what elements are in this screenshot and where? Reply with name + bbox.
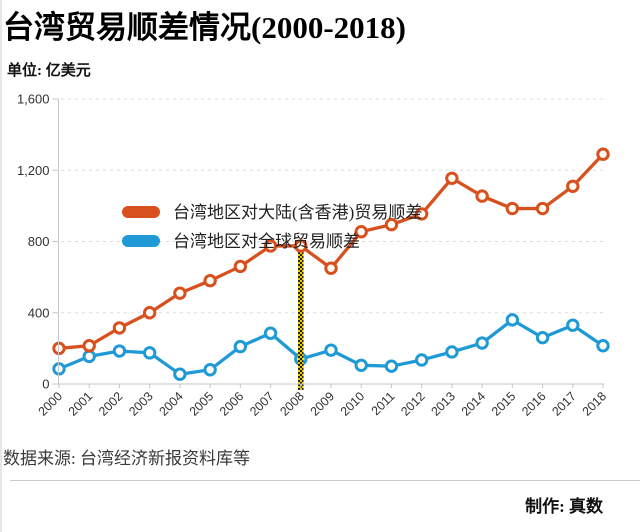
data-point-global: [173, 367, 187, 381]
data-point-mainland: [324, 261, 338, 275]
data-point-global: [354, 358, 368, 372]
y-axis-label: 800: [28, 234, 50, 249]
y-axis-label: 1,200: [17, 163, 50, 178]
y-axis-label: 1,600: [17, 92, 50, 107]
data-point-global: [203, 363, 217, 377]
trade-surplus-chart: 0 400 800 1,200 1,600 2000 2001 2002 2003 2004 200…: [0, 90, 640, 435]
data-point-global: [384, 359, 399, 373]
data-point-global: [566, 318, 580, 332]
data-point-global: [414, 353, 429, 367]
data-point-mainland: [173, 286, 187, 300]
data-point-mainland: [112, 321, 127, 335]
x-axis-label: 2001: [66, 389, 96, 419]
unit-label: 单位: 亿美元: [7, 63, 91, 79]
x-axis-label: 2010: [338, 389, 368, 419]
data-point-mainland: [263, 239, 278, 253]
data-point-mainland: [475, 189, 489, 203]
data-point-mainland: [294, 239, 308, 253]
x-axis-label: 2006: [217, 389, 247, 419]
highlight-2008-band: [298, 242, 304, 390]
data-point-global: [505, 313, 520, 327]
data-point-global: [596, 339, 610, 353]
data-point-mainland: [445, 171, 459, 185]
x-axis-label: 2008: [277, 389, 307, 419]
x-axis-label: 2018: [580, 389, 610, 419]
legend-item-global: 台湾地区对全球贸易顺差: [122, 229, 422, 253]
x-axis-label: 2013: [428, 389, 458, 419]
data-point-global: [233, 339, 248, 354]
x-axis-label: 2015: [489, 389, 519, 419]
data-point-mainland: [384, 217, 399, 232]
x-axis-label: 2014: [459, 389, 489, 419]
data-point-mainland: [505, 201, 520, 216]
axis-layer: [52, 98, 604, 388]
x-axis-label: 2000: [36, 389, 66, 419]
data-point-global: [112, 344, 127, 358]
data-point-mainland: [566, 179, 580, 193]
data-point-global: [475, 336, 489, 350]
page-title: 台湾贸易顺差情况(2000-2018): [3, 10, 406, 45]
credit-label: 制作: 真数: [525, 497, 603, 516]
x-axis-label: 2003: [126, 389, 156, 419]
data-source-label: 数据来源: 台湾经济新报资料库等: [3, 449, 250, 468]
legend-label-global: 台湾地区对全球贸易顺差: [173, 231, 360, 251]
x-axis-label: 2002: [96, 389, 126, 419]
data-point-mainland: [535, 201, 550, 216]
data-point-mainland: [82, 339, 96, 353]
data-point-mainland: [414, 207, 429, 221]
data-point-global: [324, 343, 338, 357]
x-axis-label: 2017: [549, 389, 579, 419]
x-axis-label: 2005: [187, 389, 217, 419]
series-layer: [52, 147, 610, 390]
y-axis-label: 400: [28, 305, 50, 320]
data-point-mainland: [203, 273, 217, 288]
x-axis-label: 2011: [369, 389, 398, 418]
data-point-global: [82, 349, 96, 364]
data-point-global: [263, 326, 278, 340]
data-point-global: [445, 345, 459, 359]
data-point-mainland: [142, 306, 157, 320]
legend-item-mainland: 台湾地区对大陆(含香港)贸易顺差: [122, 200, 422, 224]
x-axis-label: 2004: [156, 389, 186, 419]
legend-swatch-global: [122, 235, 160, 247]
x-axis-label: 2009: [308, 389, 338, 419]
data-point-mainland: [233, 259, 248, 274]
footer-divider: [10, 480, 640, 481]
legend-swatch-mainland: [122, 206, 160, 218]
data-point-global: [142, 346, 157, 360]
x-axis-label: 2007: [247, 389, 277, 419]
x-axis-label: 2012: [398, 389, 428, 419]
chart-legend: 台湾地区对大陆(含香港)贸易顺差 台湾地区对全球贸易顺差: [122, 200, 422, 253]
x-axis-label: 2016: [519, 389, 549, 419]
data-point-mainland: [354, 225, 368, 239]
data-point-global: [535, 330, 550, 345]
left-edge-divider: [0, 0, 2, 532]
y-axis-label: 0: [42, 377, 49, 392]
legend-label-mainland: 台湾地区对大陆(含香港)贸易顺差: [173, 202, 423, 222]
data-point-mainland: [596, 147, 610, 161]
